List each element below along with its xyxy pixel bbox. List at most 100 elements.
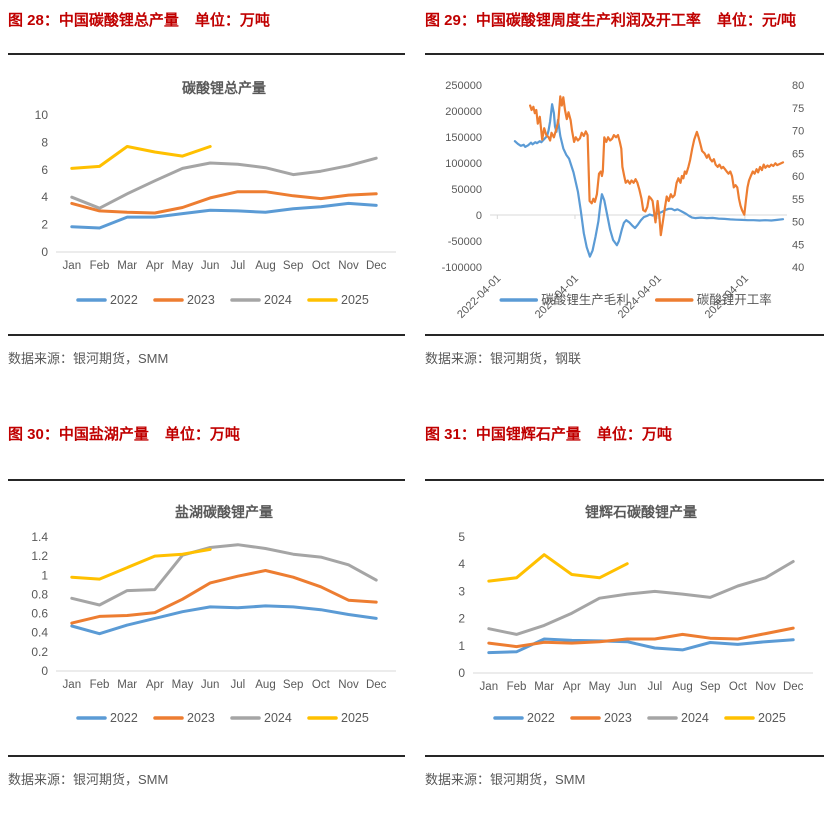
x-axis-label: Jul bbox=[230, 679, 245, 691]
figure-29-title: 图 29：中国碳酸锂周度生产利润及开工率 单位：元/吨 bbox=[425, 10, 824, 32]
y-axis-label: 1.2 bbox=[31, 549, 48, 563]
x-axis-label: Jan bbox=[63, 260, 82, 272]
x-axis-label: Dec bbox=[783, 681, 804, 693]
x-axis-label-group: 2022-04-01 bbox=[455, 273, 503, 321]
x-axis-label: Jan bbox=[63, 679, 82, 691]
right-axis-label: 80 bbox=[792, 80, 804, 92]
x-axis-label: Feb bbox=[507, 681, 527, 693]
figure-31-title-text: 图 31：中国锂辉石产量 bbox=[425, 426, 581, 443]
x-axis-label: Jun bbox=[618, 681, 637, 693]
x-axis-label: Jul bbox=[230, 260, 245, 272]
chart-salt-lake-production: 盐湖碳酸锂产量 0 0.2 0.4 0.6 0.8 1 1.2 1.4 Jan Feb Mar Apr M… bbox=[31, 504, 396, 725]
y-axis-label: 0 bbox=[458, 666, 465, 680]
data-source-fig29: 数据来源：银河期货，钢联 bbox=[425, 351, 582, 366]
legend-label-2023: 2023 bbox=[187, 293, 215, 307]
divider bbox=[425, 53, 824, 55]
legend-label-2025: 2025 bbox=[341, 711, 369, 725]
x-axis-label: Oct bbox=[312, 679, 331, 691]
legend-label-2022: 2022 bbox=[110, 293, 138, 307]
x-axis-label: Mar bbox=[117, 260, 137, 272]
x-axis-label: Sep bbox=[283, 679, 303, 691]
y-axis-label: 2 bbox=[41, 218, 48, 232]
series-line-碳酸锂生产毛利 bbox=[513, 103, 785, 258]
x-axis-label: Nov bbox=[755, 681, 776, 693]
chart-lithium-carbonate-total-production: 碳酸锂总产量 0 2 4 6 8 10 Jan Feb Mar Apr May Jun Jul Aug Sep… bbox=[35, 80, 396, 307]
legend-label-2024: 2024 bbox=[264, 293, 292, 307]
right-axis-label: 75 bbox=[792, 103, 804, 115]
left-axis-label: 100000 bbox=[445, 158, 482, 170]
series-line-2023 bbox=[487, 626, 795, 649]
x-axis-label: Oct bbox=[312, 260, 331, 272]
left-axis-label: 0 bbox=[476, 210, 482, 222]
divider bbox=[425, 755, 824, 757]
figure-31-unit: 单位：万吨 bbox=[596, 426, 672, 443]
divider bbox=[8, 479, 405, 481]
figure-28-title: 图 28：中国碳酸锂总产量 单位：万吨 bbox=[8, 10, 405, 32]
x-axis-label: Mar bbox=[534, 681, 554, 693]
y-axis-label: 10 bbox=[35, 108, 49, 122]
figure-28-unit: 单位：万吨 bbox=[194, 12, 270, 29]
y-axis-label: 4 bbox=[458, 557, 465, 571]
y-axis-label: 0.6 bbox=[31, 607, 48, 621]
y-axis-label: 1 bbox=[458, 639, 465, 653]
x-axis-label: Apr bbox=[563, 681, 581, 693]
series-line-2024 bbox=[70, 156, 378, 210]
figure-31-title: 图 31：中国锂辉石产量 单位：万吨 bbox=[425, 424, 824, 446]
legend-label-2024: 2024 bbox=[264, 711, 292, 725]
x-axis-label: Apr bbox=[146, 679, 164, 691]
y-axis-label: 0 bbox=[41, 245, 48, 259]
series-line-2023 bbox=[70, 190, 378, 215]
legend-label-2023: 2023 bbox=[187, 711, 215, 725]
x-axis-label: Feb bbox=[90, 679, 110, 691]
x-axis-label: Apr bbox=[146, 260, 164, 272]
right-axis-label: 50 bbox=[792, 217, 804, 229]
right-axis-label: 65 bbox=[792, 148, 804, 160]
y-axis-label: 2 bbox=[458, 612, 465, 626]
left-axis-label: 50000 bbox=[451, 184, 482, 196]
x-axis-label: Jun bbox=[201, 260, 220, 272]
divider bbox=[425, 479, 824, 481]
right-axis-label: 40 bbox=[792, 262, 804, 274]
legend-label-碳酸锂生产毛利: 碳酸锂生产毛利 bbox=[541, 292, 629, 307]
x-axis-label: Nov bbox=[338, 260, 359, 272]
x-axis-label: Oct bbox=[729, 681, 748, 693]
panel-fig28: 图 28：中国碳酸锂总产量 单位：万吨 碳酸锂总产量 0 2 4 6 8 10 Jan Feb Ma… bbox=[8, 0, 405, 368]
x-axis-label: 2022-04-01 bbox=[455, 273, 503, 321]
x-axis-label: Dec bbox=[366, 679, 387, 691]
panel-fig31: 图 31：中国锂辉石产量 单位：万吨 锂辉石碳酸锂产量 0 1 2 3 4 5 Jan Feb Ma… bbox=[425, 414, 824, 789]
left-axis-label: 150000 bbox=[445, 132, 482, 144]
x-axis-label: Jan bbox=[480, 681, 499, 693]
panel-fig29: 图 29：中国碳酸锂周度生产利润及开工率 单位：元/吨 250000 200000 1… bbox=[425, 0, 824, 368]
chart-title: 盐湖碳酸锂产量 bbox=[175, 504, 273, 520]
series-line-2025 bbox=[70, 547, 212, 581]
divider bbox=[425, 334, 824, 336]
y-axis-label: 1.4 bbox=[31, 530, 48, 544]
series-line-2022 bbox=[70, 604, 378, 636]
charts-row-bottom: 图 30：中国盐湖产量 单位：万吨 盐湖碳酸锂产量 0 0.2 0.4 0.6 0.8 1 1.… bbox=[0, 414, 832, 789]
left-axis-label: -50000 bbox=[448, 236, 482, 248]
figure-28-title-text: 图 28：中国碳酸锂总产量 bbox=[8, 12, 179, 29]
series-line-2022 bbox=[70, 201, 378, 230]
x-axis-label: Sep bbox=[700, 681, 720, 693]
series-line-2024 bbox=[70, 543, 378, 607]
x-axis-label: Dec bbox=[366, 260, 387, 272]
legend-label-2025: 2025 bbox=[758, 711, 786, 725]
legend-label-碳酸锂开工率: 碳酸锂开工率 bbox=[697, 292, 772, 307]
y-axis-label: 5 bbox=[458, 530, 465, 544]
y-axis-label: 3 bbox=[458, 584, 465, 598]
figure-30-title-text: 图 30：中国盐湖产量 bbox=[8, 426, 149, 443]
x-axis-label: Aug bbox=[672, 681, 692, 693]
figure-30-unit: 单位：万吨 bbox=[164, 426, 240, 443]
x-axis-label: May bbox=[172, 260, 194, 272]
y-axis-label: 4 bbox=[41, 190, 48, 204]
charts-row-top: 图 28：中国碳酸锂总产量 单位：万吨 碳酸锂总产量 0 2 4 6 8 10 Jan Feb Ma… bbox=[0, 0, 832, 368]
legend-label-2022: 2022 bbox=[110, 711, 138, 725]
legend-label-2024: 2024 bbox=[681, 711, 709, 725]
figure-29-unit: 单位：元/吨 bbox=[716, 12, 797, 29]
legend-label-2022: 2022 bbox=[527, 711, 555, 725]
x-axis-label: Mar bbox=[117, 679, 137, 691]
right-axis-label: 70 bbox=[792, 126, 804, 138]
figure-30-title: 图 30：中国盐湖产量 单位：万吨 bbox=[8, 424, 405, 446]
right-axis-label: 55 bbox=[792, 194, 804, 206]
